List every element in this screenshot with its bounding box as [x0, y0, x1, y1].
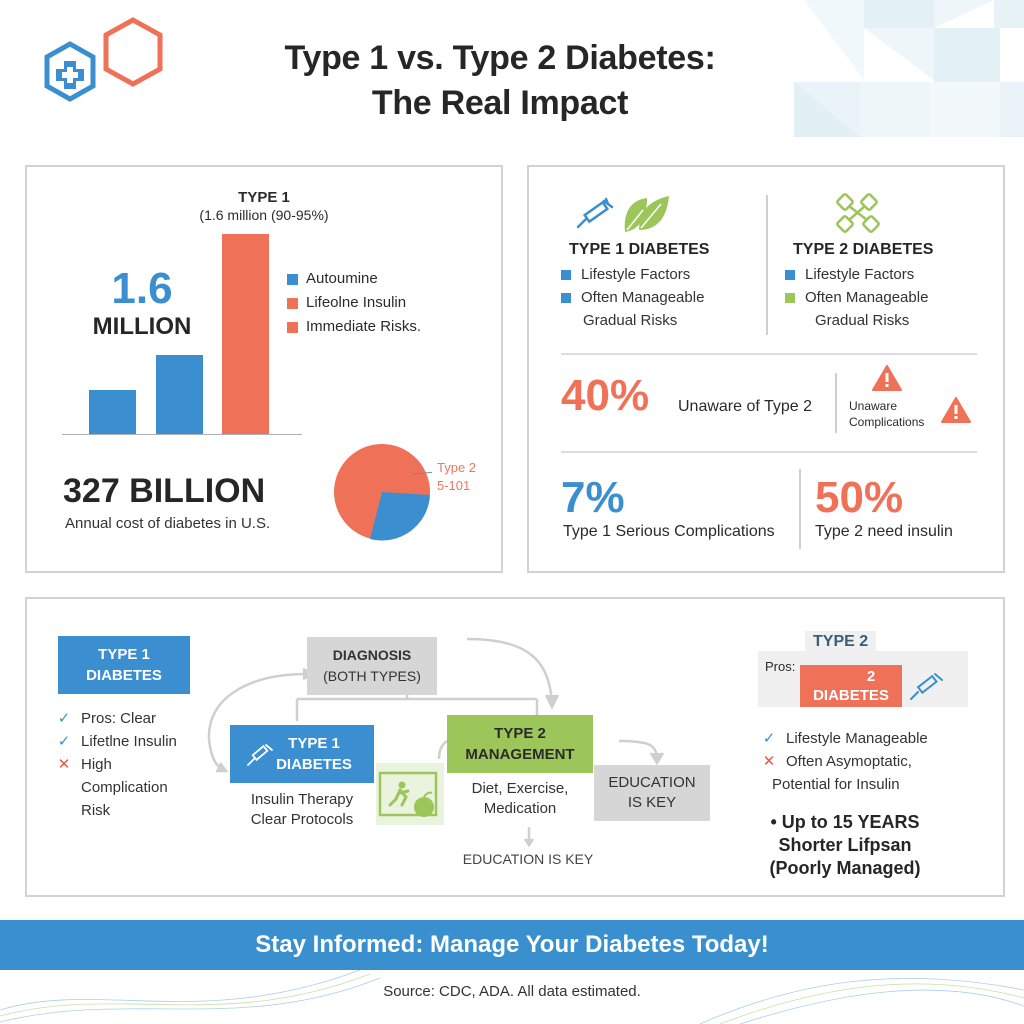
- leaf-icon: [624, 196, 669, 232]
- type2-bullets: Lifestyle Factors Often Manageable Gradu…: [785, 263, 928, 332]
- legend-swatch-coral: [287, 297, 298, 309]
- list-item: Risk: [81, 802, 111, 819]
- syringe-icon: [576, 197, 614, 229]
- type1-pros-cons-list: ✓ Pros: Clear ✓ Lifetlne Insulin ✕ High Com…: [57, 707, 177, 822]
- bullet-dot: •: [770, 812, 782, 832]
- chart-legend: Autoumine Lifeolne Insulin Immediate Ris…: [287, 267, 421, 339]
- stat-divider: [835, 373, 837, 433]
- type2-card-pros: Pros:: [765, 659, 796, 674]
- bar-1: [89, 390, 136, 434]
- pie-chart: [334, 444, 432, 541]
- title-line-2: The Real Impact: [371, 84, 629, 122]
- check-icon: ✓: [57, 733, 71, 750]
- type1-big-number: 1.6: [111, 264, 173, 313]
- cross-icon: ✕: [762, 753, 776, 770]
- cross-icon: ✕: [57, 756, 71, 773]
- list-item: Often Manageable: [561, 286, 704, 309]
- pie-annotation: Type 2 5-101: [437, 460, 477, 493]
- section-divider: [561, 353, 977, 355]
- list-item: ✓ Pros: Clear: [57, 707, 177, 730]
- list-item: Gradual Risks: [583, 312, 678, 329]
- bar-2: [156, 355, 203, 434]
- list-item: ✓ Lifestyle Manageable: [762, 727, 928, 750]
- check-icon: ✓: [762, 730, 776, 747]
- type2-diabetes-badge: 2 DIABETES: [800, 665, 902, 707]
- legend-item: Lifeolne Insulin: [287, 291, 421, 315]
- type1-diabetes-box: TYPE 1 DIABETES: [58, 636, 190, 694]
- unaware-percent: 40%: [561, 371, 650, 420]
- list-item: ✕ Often Asymoptatic,: [762, 750, 928, 773]
- legend-swatch-coral: [287, 321, 298, 333]
- list-item: Gradual Risks: [815, 312, 910, 329]
- warning-icon: [941, 397, 971, 423]
- type1-stats-panel: TYPE 1 (1.6 million (90-95%) 1.6 MILLION…: [25, 165, 503, 573]
- type2-heading: TYPE 2 DIABETES: [793, 241, 934, 258]
- warning-icon: [872, 365, 902, 391]
- type1-sublabel: (1.6 million (90-95%): [199, 207, 329, 223]
- annual-cost-caption: Annual cost of diabetes in U.S.: [65, 515, 271, 532]
- warning-text: Unaware Complications: [849, 399, 925, 429]
- type2-management-box: TYPE 2 MANAGEMENT: [447, 715, 593, 773]
- wave-decoration: [0, 970, 1024, 1024]
- type2-card-title: TYPE 2: [805, 631, 877, 653]
- type1-management-box: TYPE 1 DIABETES: [230, 725, 374, 783]
- list-item: Lifestyle Factors: [785, 263, 928, 286]
- type2-management-caption: Diet, Exercise, Medication: [471, 780, 569, 817]
- legend-item: Immediate Risks.: [287, 315, 421, 339]
- legend-item: Autoumine: [287, 267, 421, 291]
- bullet-square-blue: [561, 269, 571, 280]
- lifespan-callout: • Up to 15 YEARS Shorter Lifpsan (Poorly…: [769, 812, 921, 878]
- syringe-icon: [247, 744, 273, 766]
- bullet-square-blue: [561, 292, 571, 303]
- list-item: Lifestyle Factors: [561, 263, 704, 286]
- column-divider: [766, 195, 768, 335]
- type1-bullets: Lifestyle Factors Often Manageable Gradu…: [561, 263, 704, 332]
- type2-insulin-label: Type 2 need insulin: [815, 523, 953, 540]
- unaware-label: Unaware of Type 2: [678, 398, 813, 415]
- page-title: Type 1 vs. Type 2 Diabetes: The Real Imp…: [170, 36, 830, 126]
- bar-chart: [62, 229, 302, 435]
- education-footer-label: EDUCATION IS KEY: [462, 851, 594, 867]
- list-item: Potential for Insulin: [772, 776, 900, 793]
- list-item: Complication: [81, 779, 168, 796]
- education-box: EDUCATION IS KEY: [594, 765, 710, 821]
- management-flow-panel: TYPE 1 DIABETES ✓ Pros: Clear ✓ Lifetlne I…: [25, 597, 1005, 897]
- type1-complications-label: Type 1 Serious Complications: [563, 523, 775, 540]
- comparison-panel: TYPE 1 DIABETES Lifestyle Factors Often …: [527, 165, 1005, 573]
- diagnosis-box: DIAGNOSIS (BOTH TYPES): [307, 637, 437, 695]
- stat-divider: [799, 469, 801, 549]
- legend-swatch-blue: [287, 273, 298, 285]
- type2-insulin-percent: 50%: [815, 473, 904, 522]
- type1-complications-percent: 7%: [561, 473, 625, 522]
- background-tile-pattern: [794, 0, 1024, 137]
- flow-connectors: [207, 637, 665, 848]
- type1-label: TYPE 1: [238, 189, 290, 206]
- annual-cost-value: 327 BILLION: [63, 472, 266, 510]
- syringe-icon: [910, 673, 943, 700]
- title-line-1: Type 1 vs. Type 2 Diabetes:: [284, 39, 716, 77]
- type1-heading: TYPE 1 DIABETES: [569, 241, 710, 258]
- call-to-action-banner: Stay Informed: Manage Your Diabetes Toda…: [0, 920, 1024, 970]
- logo-hexagons-icon: [44, 17, 163, 102]
- bullet-square-green: [785, 292, 795, 303]
- section-divider: [561, 451, 977, 453]
- bar-3: [222, 234, 269, 434]
- bullet-square-blue: [785, 269, 795, 280]
- list-item: ✕ High: [57, 753, 177, 776]
- type1-management-caption: Insulin Therapy Clear Protocols: [250, 791, 354, 828]
- type1-big-unit: MILLION: [92, 313, 192, 340]
- source-note: Source: CDC, ADA. All data estimated.: [383, 983, 641, 1000]
- dumbbell-icon: [836, 193, 880, 233]
- exercise-apple-icon: [376, 763, 444, 825]
- type2-pros-cons-list: ✓ Lifestyle Manageable ✕ Often Asymoptatic…: [762, 727, 928, 796]
- check-icon: ✓: [57, 710, 71, 727]
- list-item: ✓ Lifetlne Insulin: [57, 730, 177, 753]
- list-item: Often Manageable: [785, 286, 928, 309]
